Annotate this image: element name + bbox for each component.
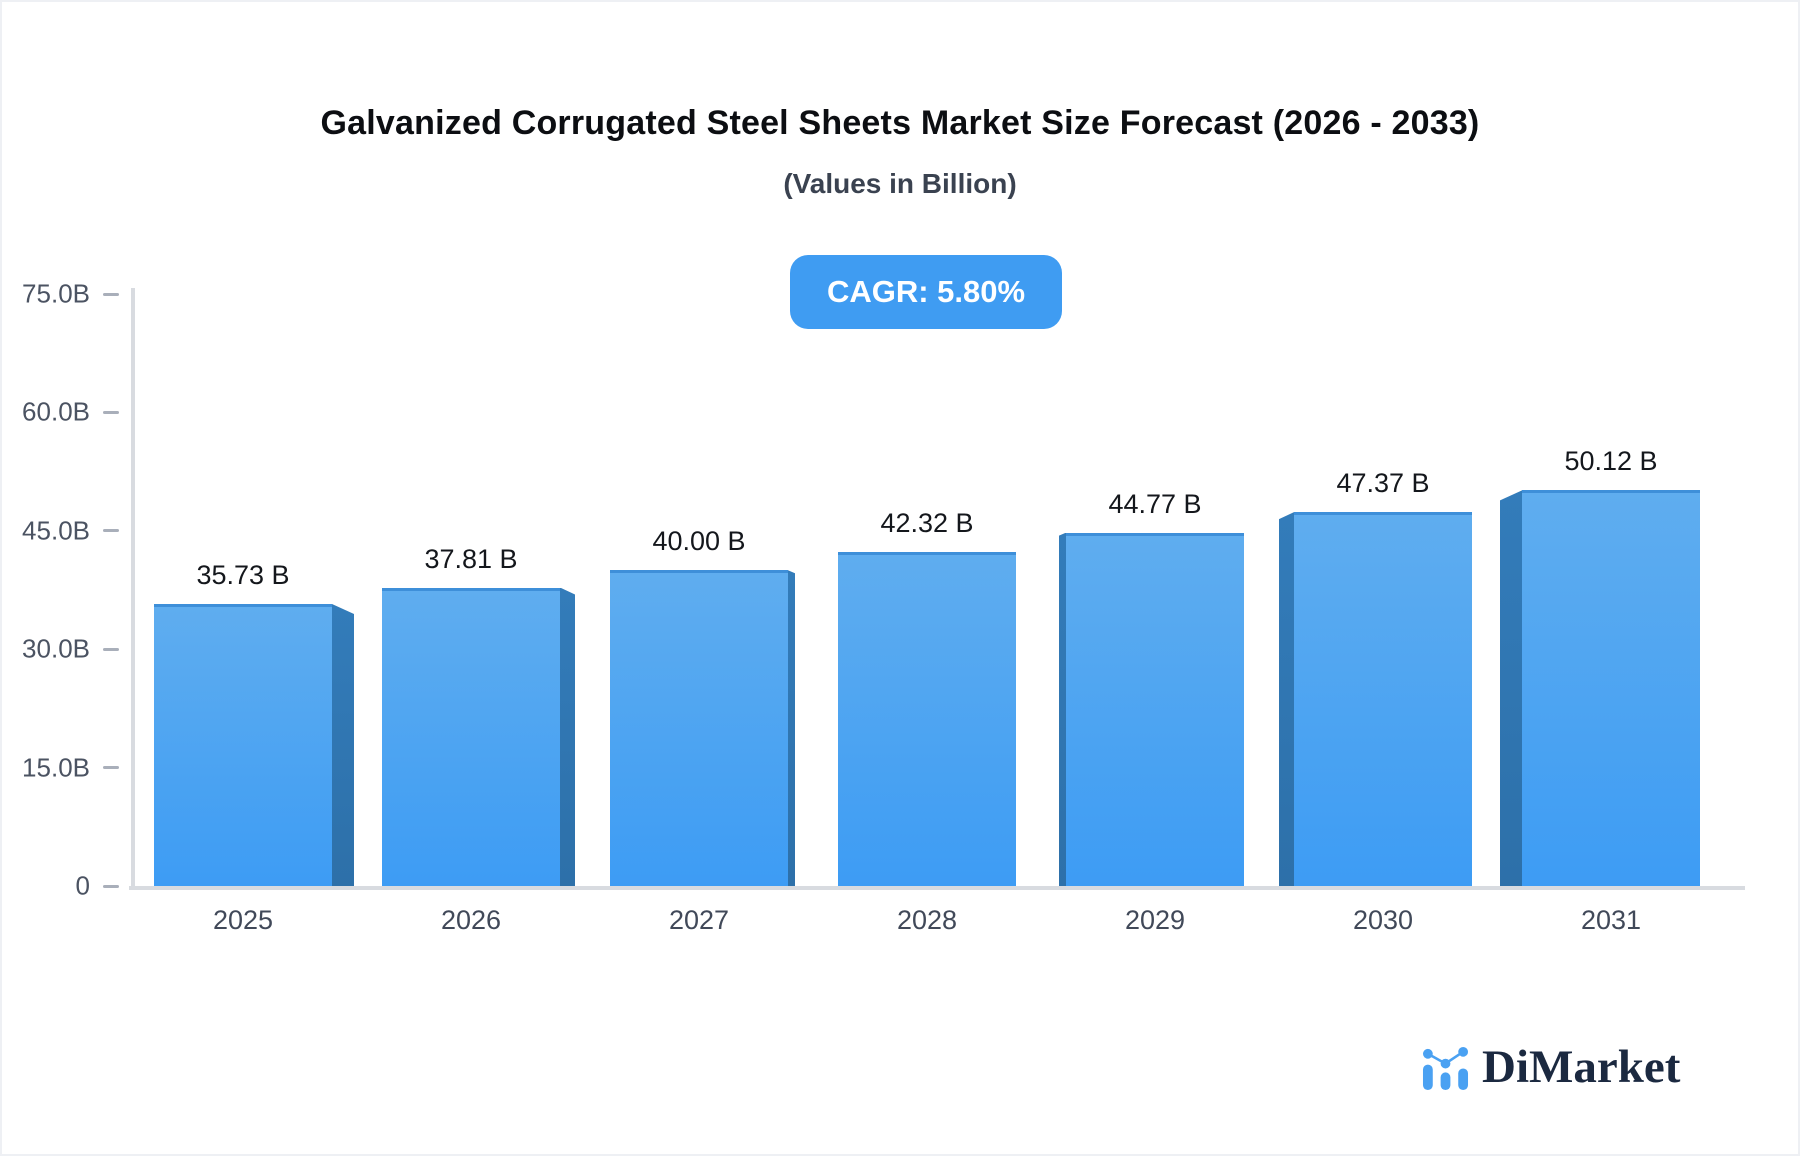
x-axis-label: 2025	[212, 905, 274, 935]
bar-value-label: 42.32 B	[880, 507, 974, 538]
bar-value-label: 50.12 B	[1564, 446, 1658, 477]
logo-text: DiMarket	[1482, 1041, 1681, 1093]
bar-side-face	[1279, 512, 1294, 886]
bar-2027	[610, 570, 788, 886]
bar-value-label: 44.77 B	[1108, 488, 1202, 519]
x-axis-label: 2029	[1124, 905, 1186, 935]
cagr-badge: CAGR: 5.80%	[790, 255, 1062, 329]
bar-side-face	[560, 587, 575, 886]
x-axis-line	[129, 886, 1745, 890]
y-axis-tick	[103, 766, 119, 770]
bar-2028	[838, 551, 1016, 886]
y-axis-label: 15.0B	[22, 752, 90, 783]
bar-2031	[1522, 490, 1700, 886]
chart-title: Galvanized Corrugated Steel Sheets Marke…	[320, 104, 1480, 142]
y-axis-label: 30.0B	[22, 633, 90, 664]
bar-side-face	[332, 603, 354, 886]
bar-2030	[1294, 512, 1472, 886]
cagr-badge-label: CAGR: 5.80%	[826, 274, 1026, 309]
x-axis-label: 2031	[1580, 905, 1642, 935]
bar-value-label: 35.73 B	[196, 559, 290, 590]
bar-value-label: 37.81 B	[424, 543, 518, 574]
y-axis-tick	[103, 647, 119, 651]
bar-value-label: 47.37 B	[1336, 468, 1430, 499]
x-axis-label: 2028	[896, 905, 958, 935]
dimarket-logo: DiMarket	[1422, 1040, 1680, 1094]
bar-2025	[154, 603, 332, 886]
y-axis-label: 45.0B	[22, 515, 90, 546]
y-axis-tick	[103, 884, 119, 888]
y-axis-tick	[103, 292, 119, 296]
y-axis-label: 0	[75, 870, 90, 901]
y-axis-label: 75.0B	[22, 278, 90, 309]
bar-side-face	[1500, 490, 1522, 886]
bar-side-face	[1059, 532, 1066, 886]
y-axis-tick	[103, 529, 119, 533]
y-axis-label: 60.0B	[22, 396, 90, 427]
bar-side-face	[788, 570, 795, 886]
bar-value-label: 40.00 B	[652, 526, 746, 557]
chart-subtitle: (Values in Billion)	[783, 168, 1017, 199]
x-axis-label: 2026	[440, 905, 502, 935]
bar-2026	[382, 587, 560, 886]
bar-line-chart-icon	[1422, 1046, 1469, 1090]
y-axis-line	[131, 288, 135, 890]
x-axis-label: 2030	[1352, 905, 1414, 935]
x-axis-label: 2027	[668, 905, 730, 935]
bar-2029	[1066, 532, 1244, 886]
y-axis-tick	[103, 410, 119, 414]
